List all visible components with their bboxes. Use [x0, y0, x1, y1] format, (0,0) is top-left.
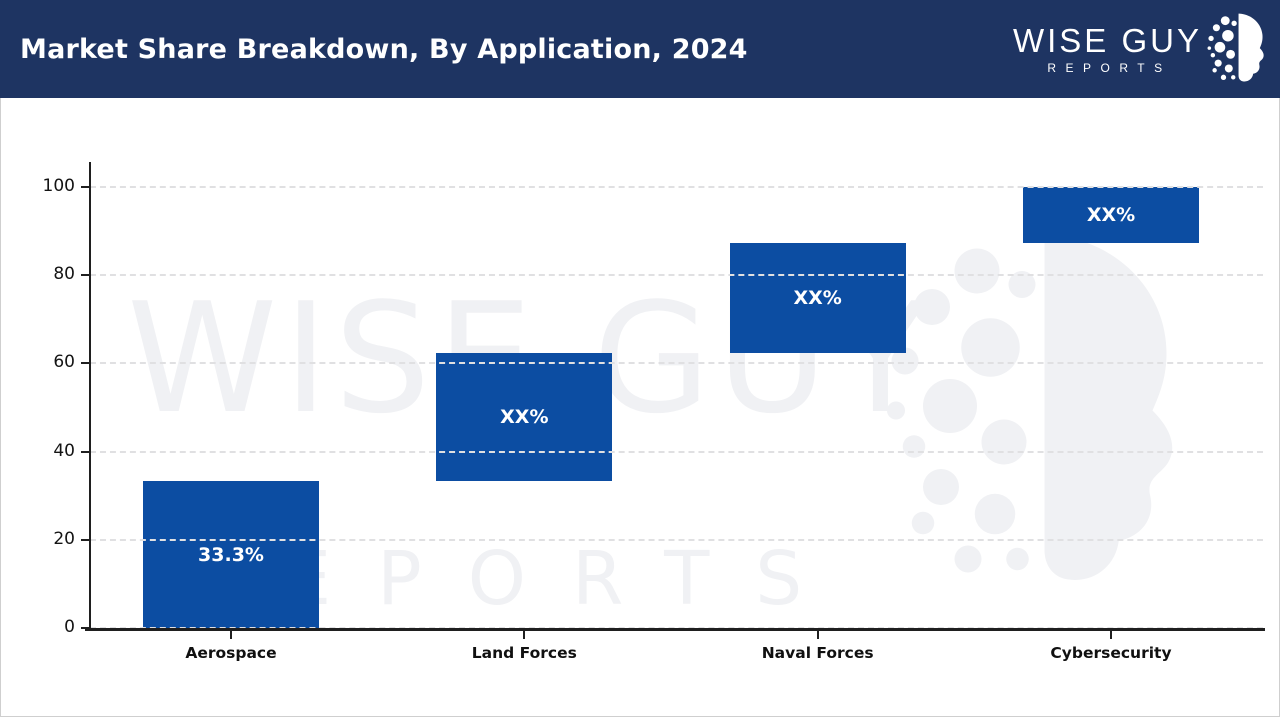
logo-sub-text: REPORTS	[1047, 60, 1172, 75]
dotted-head-profile-icon	[1207, 13, 1264, 82]
gridline-y-80	[90, 274, 1263, 277]
x-tick-mark-1	[523, 631, 526, 639]
y-tick-label-20: 20	[53, 528, 75, 549]
x-tick-label-2: Naval Forces	[761, 644, 874, 662]
wise-guy-reports-logo: WISE GUY REPORTS	[1013, 11, 1266, 87]
watermark-dotted-head-icon	[887, 235, 1173, 580]
x-tick-mark-3	[1109, 631, 1112, 639]
y-tick-mark-20	[81, 538, 89, 541]
y-tick-label-40: 40	[53, 440, 75, 461]
bar-value-label: 33.3%	[198, 543, 264, 566]
y-tick-mark-40	[81, 450, 89, 453]
bar-value-label: XX%	[793, 286, 842, 309]
bar-value-label: XX%	[1086, 204, 1136, 226]
gridline-y-40	[90, 450, 1263, 453]
y-tick-label-60: 60	[53, 352, 75, 373]
y-tick-label-100: 100	[42, 176, 75, 196]
y-tick-label-0: 0	[64, 617, 75, 637]
x-tick-label-1: Land Forces	[471, 644, 577, 662]
y-tick-mark-80	[81, 274, 89, 277]
chart-card: WISE GUY REPORTS 0 20 40 60 80 100 33.3% Aerosp…	[0, 98, 1280, 717]
gridline-y-20	[90, 538, 1263, 541]
y-axis-spine	[89, 162, 91, 630]
x-tick-label-3: Cybersecurity	[1050, 644, 1172, 662]
y-tick-mark-100	[81, 186, 89, 188]
y-tick-mark-0	[81, 627, 89, 629]
y-tick-label-80: 80	[53, 264, 75, 285]
chart-title: Market Share Breakdown, By Application, …	[20, 33, 748, 65]
bar-value-label: XX%	[500, 405, 549, 428]
x-tick-label-0: Aerospace	[185, 644, 277, 662]
bar-land-forces: XX%	[436, 352, 613, 482]
y-tick-mark-60	[81, 362, 89, 365]
plot-area: 0 20 40 60 80 100 33.3% Aerospace XX% Land Forces…	[1, 98, 1279, 716]
logo-text: WISE GUY REPORTS	[1013, 24, 1202, 75]
header-bar: Market Share Breakdown, By Application, …	[0, 0, 1280, 98]
logo-brand-text: WISE GUY	[1012, 21, 1202, 59]
x-tick-mark-0	[230, 631, 232, 639]
bar-cybersecurity: XX%	[1022, 187, 1199, 243]
x-axis-spine	[85, 628, 1265, 631]
bar-aerospace: 33.3%	[143, 481, 319, 628]
gridline-y-100	[90, 186, 1263, 188]
gridline-y-60	[90, 362, 1263, 365]
x-tick-mark-2	[816, 631, 819, 639]
bar-naval-forces: XX%	[729, 243, 906, 353]
